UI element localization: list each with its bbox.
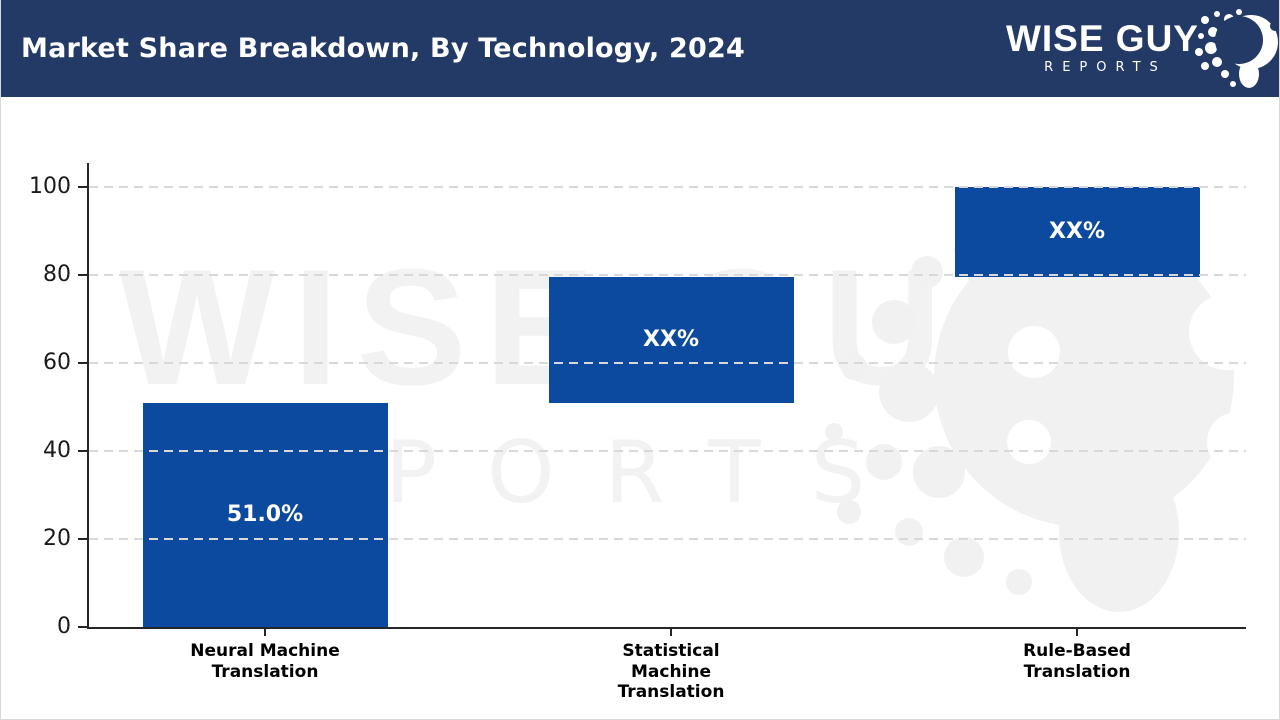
y-tick-label: 20 [43,526,71,551]
y-tick-mark [78,450,87,452]
bar-value-label: 51.0% [226,501,304,527]
bar-segment [954,187,1200,278]
bar-segment [142,402,388,627]
gridline-80 [89,274,1246,276]
bar-segment [548,277,794,403]
x-category-label: Statistical Machine Translation [617,641,725,703]
wiseguy-logo-name: WISE GUY [1005,18,1199,59]
x-axis [87,627,1246,629]
gridline-40 [89,450,1246,452]
gridline-20 [89,538,1246,540]
y-tick-label: 100 [29,174,71,199]
y-tick-label: 0 [57,614,71,639]
gridline-100 [89,186,1246,188]
y-tick-mark [78,362,87,364]
y-tick-label: 40 [43,438,71,463]
y-tick-mark [78,626,87,628]
bar-value-label: XX% [643,326,699,352]
x-tick-mark [1076,629,1078,636]
wiseguy-logo-sub: REPORTS [1044,59,1167,75]
chart-title: Market Share Breakdown, By Technology, 2… [21,33,746,64]
y-tick-label: 80 [43,262,71,287]
wiseguy-face-icon [1195,9,1279,88]
y-tick-label: 60 [43,350,71,375]
x-tick-mark [670,629,672,636]
y-tick-mark [78,538,87,540]
header-bar: Market Share Breakdown, By Technology, 2… [1,0,1279,97]
y-axis [87,163,89,629]
y-tick-mark [78,186,87,188]
x-tick-mark [264,629,266,636]
y-tick-mark [78,274,87,276]
bar-value-label: XX% [1049,219,1105,245]
wiseguy-logo: WISE GUY REPORTS [1005,18,1199,75]
x-category-label: Rule-Based Translation [1023,641,1131,682]
x-category-label: Neural Machine Translation [190,641,340,682]
gridline-60 [89,362,1246,364]
